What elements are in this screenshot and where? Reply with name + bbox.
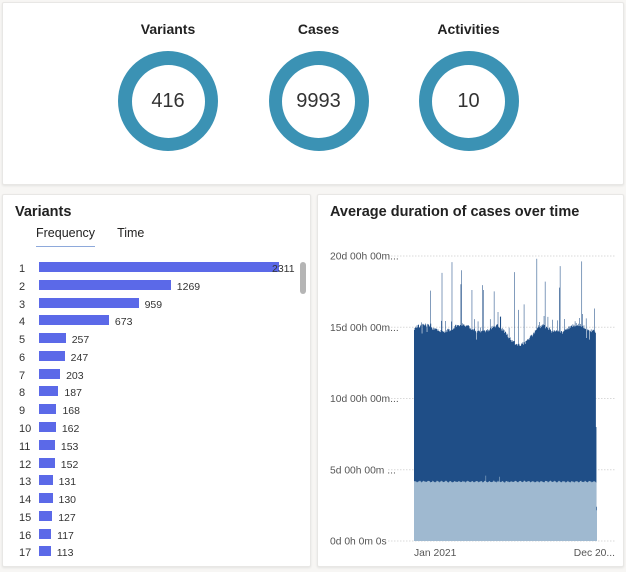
svg-text:20d 00h 00m...: 20d 00h 00m...: [330, 252, 399, 263]
svg-text:5d 00h 00m ...: 5d 00h 00m ...: [330, 465, 396, 476]
svg-text:15d 00h 00m...: 15d 00h 00m...: [330, 323, 399, 334]
svg-text:0d 0h 0m 0s: 0d 0h 0m 0s: [330, 537, 387, 548]
svg-text:Jan 2021: Jan 2021: [414, 548, 457, 559]
svg-text:10d 00h 00m...: 10d 00h 00m...: [330, 394, 399, 405]
svg-text:Dec 20...: Dec 20...: [574, 548, 615, 559]
